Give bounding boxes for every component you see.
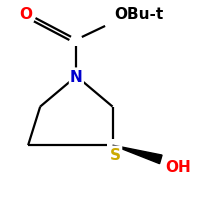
Text: O: O — [20, 7, 32, 22]
Text: N: N — [70, 69, 82, 84]
Polygon shape — [112, 145, 161, 164]
Text: S: S — [110, 147, 120, 162]
Text: OBu-t: OBu-t — [114, 7, 163, 22]
Text: OH: OH — [164, 159, 190, 174]
